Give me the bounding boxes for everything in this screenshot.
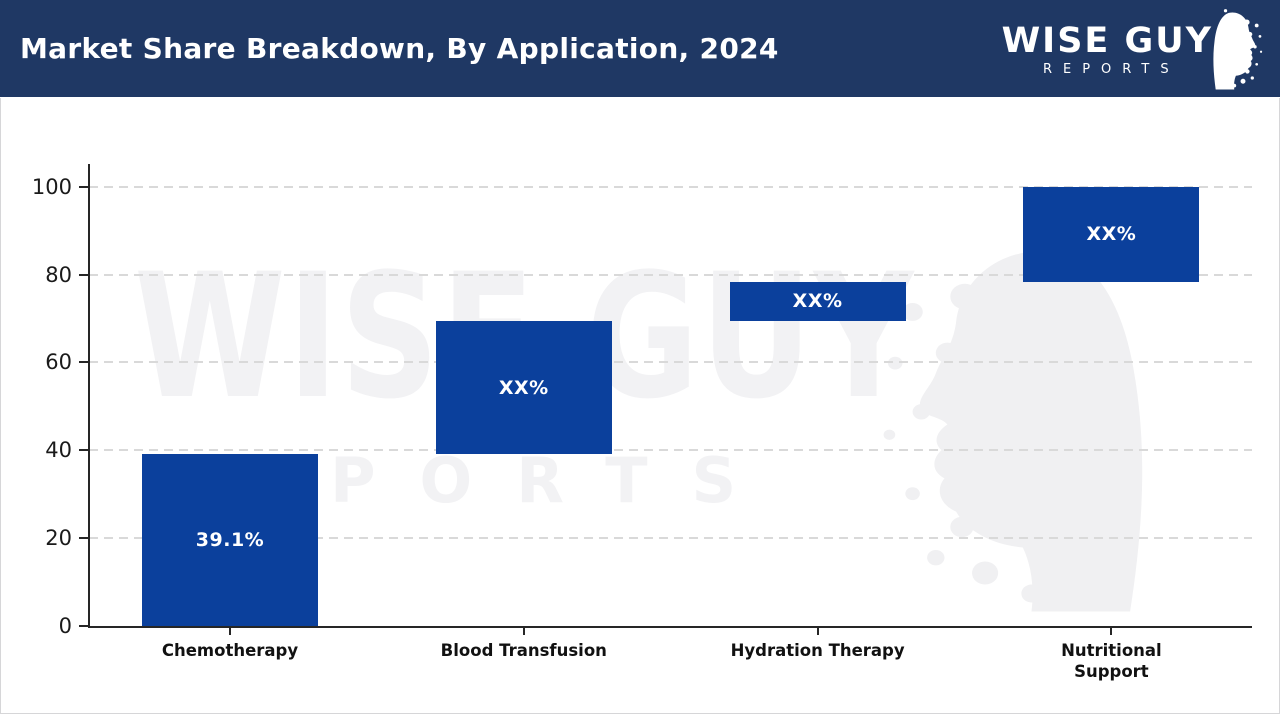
y-tick-60 bbox=[79, 361, 88, 364]
gridline-40 bbox=[89, 449, 1252, 452]
y-tick-label-20: 20 bbox=[45, 526, 72, 551]
x-axis-line bbox=[88, 626, 1252, 628]
bar-nutritional-support: XX% bbox=[1023, 186, 1200, 283]
y-tick-label-40: 40 bbox=[45, 438, 72, 463]
gridline-60 bbox=[89, 361, 1252, 364]
bar-hydration-therapy: XX% bbox=[729, 282, 906, 321]
bar-chemotherapy: 39.1% bbox=[142, 454, 318, 626]
x-tick-3 bbox=[1110, 628, 1113, 635]
gridline-20 bbox=[89, 537, 1252, 540]
y-tick-100 bbox=[79, 185, 88, 188]
bar-value-label: XX% bbox=[498, 376, 549, 399]
x-tick-1 bbox=[522, 628, 525, 635]
category-label-3: Nutritional Support bbox=[1061, 641, 1162, 681]
y-tick-label-60: 60 bbox=[45, 350, 72, 375]
logo-face-icon bbox=[1213, 9, 1263, 90]
y-tick-label-100: 100 bbox=[31, 174, 72, 199]
page-title: Market Share Breakdown, By Application, … bbox=[20, 32, 779, 65]
header-bar: Market Share Breakdown, By Application, … bbox=[0, 0, 1280, 97]
gridline-80 bbox=[89, 273, 1252, 276]
y-tick-80 bbox=[79, 273, 88, 276]
y-axis-line bbox=[88, 164, 90, 628]
y-tick-label-0: 0 bbox=[58, 614, 72, 638]
x-tick-0 bbox=[229, 628, 231, 635]
logo-subtitle: REPORTS bbox=[1042, 62, 1180, 77]
logo-text: WISE GUY REPORTS bbox=[1002, 21, 1213, 77]
bar-value-label: XX% bbox=[792, 290, 843, 313]
bar-value-label: XX% bbox=[1086, 223, 1137, 246]
y-tick-label-80: 80 bbox=[45, 262, 72, 287]
chart-area: WISE GUY REPORTS 0 20 40 60 80 100 39.1% Chemot… bbox=[0, 98, 1280, 714]
y-tick-40 bbox=[79, 449, 88, 452]
y-tick-0 bbox=[79, 625, 88, 627]
category-label-1: Blood Transfusion bbox=[440, 641, 607, 660]
watermark-face-icon bbox=[883, 235, 1143, 612]
category-label-2: Hydration Therapy bbox=[730, 641, 905, 660]
x-tick-2 bbox=[816, 628, 819, 635]
wise-guy-reports-logo: WISE GUY REPORTS bbox=[1002, 5, 1266, 93]
y-tick-20 bbox=[79, 537, 88, 540]
logo-wordmark: WISE GUY bbox=[1001, 21, 1213, 61]
gridline-100 bbox=[89, 185, 1252, 188]
bar-value-label: 39.1% bbox=[195, 529, 265, 552]
category-label-0: Chemotherapy bbox=[161, 641, 299, 660]
bar-blood-transfusion: XX% bbox=[435, 320, 612, 455]
